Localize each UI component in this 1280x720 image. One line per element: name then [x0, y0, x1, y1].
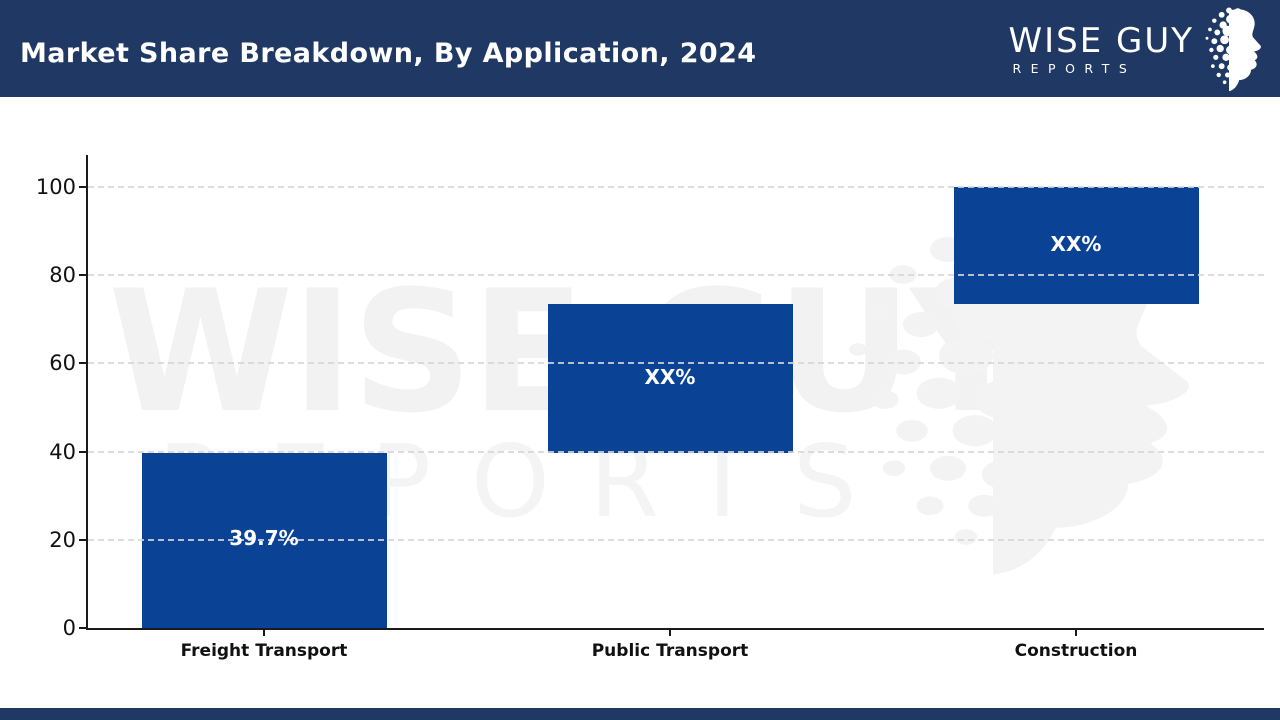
bar-public-transport: [547, 304, 793, 453]
y-tick-mark-80: [79, 274, 87, 277]
gridline-20: [88, 538, 1264, 541]
brand-name: WISE GUY: [1008, 21, 1194, 62]
y-axis-spine: [86, 155, 88, 630]
y-tick-mark-60: [79, 362, 87, 365]
gridline-100: [88, 186, 1264, 188]
y-tick-label-60: 60: [49, 351, 76, 376]
bar-value-label-3: XX%: [1050, 231, 1102, 256]
x-tick-mark-1: [263, 629, 265, 636]
brand-text: WISE GUY REPORTS: [1008, 24, 1194, 76]
bar-value-label-1: 39.7%: [229, 526, 299, 551]
x-tick-mark-3: [1075, 629, 1077, 636]
y-tick-mark-100: [79, 186, 87, 188]
x-axis-label-1: Freight Transport: [180, 641, 348, 661]
y-tick-label-40: 40: [49, 439, 76, 464]
x-axis-spine: [86, 628, 1264, 630]
header-bar: Market Share Breakdown, By Application, …: [0, 0, 1280, 97]
y-tick-label-0: 0: [62, 616, 76, 640]
x-axis-label-3: Construction: [1014, 641, 1138, 661]
chart-title: Market Share Breakdown, By Application, …: [20, 38, 757, 69]
footer-bar: [0, 708, 1280, 720]
gridline-60: [88, 362, 1264, 365]
y-tick-mark-20: [79, 538, 87, 541]
brand-logo: WISE GUY REPORTS: [1008, 6, 1266, 94]
bar-construction: [953, 187, 1199, 305]
gridline-80: [88, 274, 1264, 277]
x-axis-label-2: Public Transport: [591, 641, 749, 661]
y-tick-label-100: 100: [35, 175, 76, 199]
y-tick-mark-0: [79, 627, 87, 629]
y-tick-mark-40: [79, 450, 87, 453]
dotted-face-icon: [1205, 7, 1261, 92]
bar-value-label-2: XX%: [644, 364, 696, 389]
y-tick-label-80: 80: [49, 263, 76, 288]
gridline-40: [88, 450, 1264, 453]
brand-subtitle: REPORTS: [1012, 61, 1137, 77]
y-tick-label-20: 20: [49, 527, 76, 552]
x-tick-mark-2: [669, 629, 671, 636]
